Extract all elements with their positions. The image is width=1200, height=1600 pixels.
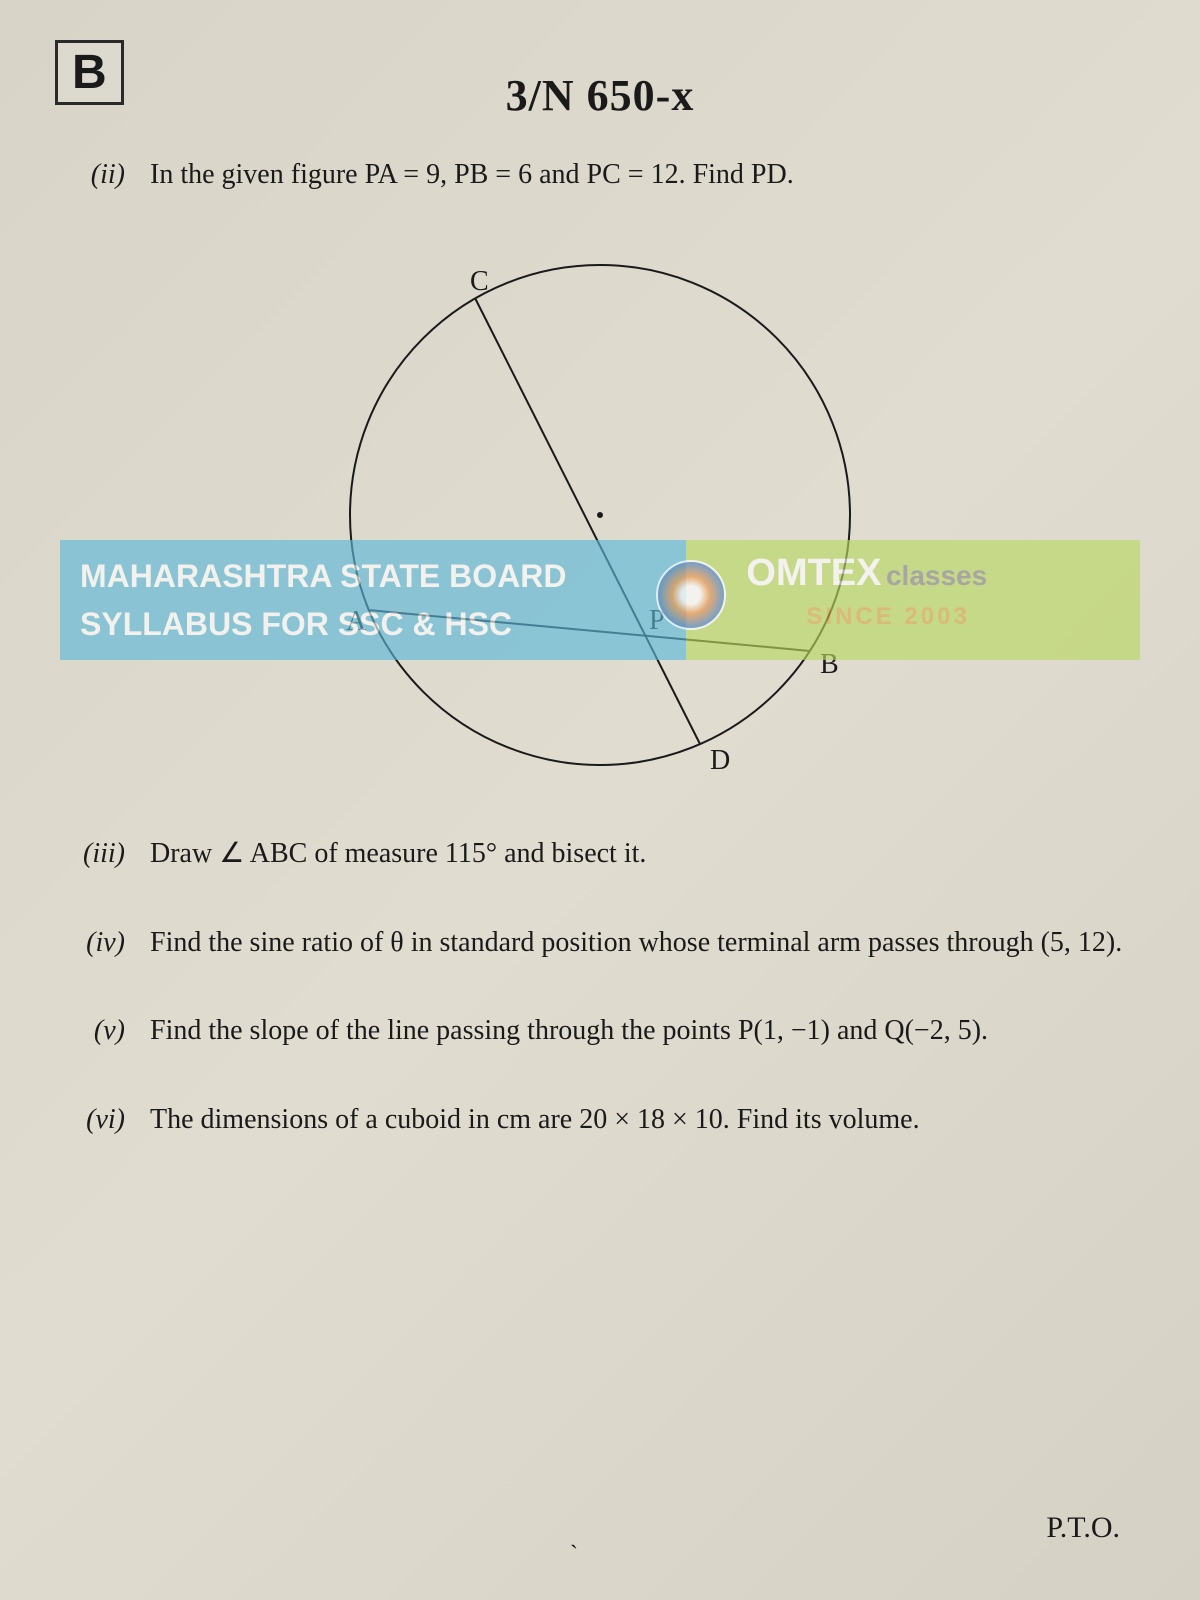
watermark-banner: MAHARASHTRA STATE BOARD SYLLABUS FOR SSC… — [60, 540, 1140, 660]
exam-page: B 3/N 650-x (ii) In the given figure PA … — [0, 0, 1200, 1600]
pto-label: P.T.O. — [1046, 1511, 1120, 1545]
geometry-figure: CDABP — [60, 235, 1140, 795]
question-number: (vi) — [60, 1091, 150, 1150]
watermark-line1: MAHARASHTRA STATE BOARD — [80, 552, 666, 600]
watermark-line2: SYLLABUS FOR SSC & HSC — [80, 600, 666, 648]
question-number: (iii) — [60, 825, 150, 884]
question-text: The dimensions of a cuboid in cm are 20 … — [150, 1091, 1140, 1150]
circle-chords-diagram: CDABP — [300, 235, 900, 795]
question-text: Find the sine ratio of θ in standard pos… — [150, 914, 1140, 973]
svg-text:D: D — [710, 745, 730, 776]
question-number: (iv) — [60, 914, 150, 973]
question-number: (ii) — [60, 146, 150, 205]
question-text: Find the slope of the line passing throu… — [150, 1002, 1140, 1061]
paper-code: 3/N 650-x — [60, 70, 1140, 121]
question-text: In the given figure PA = 9, PB = 6 and P… — [150, 146, 1140, 205]
question-iii: (iii) Draw ∠ ABC of measure 115° and bis… — [60, 825, 1140, 884]
question-vi: (vi) The dimensions of a cuboid in cm ar… — [60, 1091, 1140, 1150]
watermark-right: OMTEX classes SINCE 2003 — [686, 540, 1140, 660]
watermark-left: MAHARASHTRA STATE BOARD SYLLABUS FOR SSC… — [60, 540, 686, 660]
watermark-since: SINCE 2003 — [806, 603, 1120, 631]
question-v: (v) Find the slope of the line passing t… — [60, 1002, 1140, 1061]
section-letter-box: B — [55, 40, 124, 105]
watermark-brand2: classes — [886, 560, 987, 591]
question-text: Draw ∠ ABC of measure 115° and bisect it… — [150, 825, 1140, 884]
watermark-brand: OMTEX — [746, 552, 881, 594]
page-mark: ˏ — [570, 1523, 578, 1550]
omtex-logo-icon — [656, 560, 726, 630]
question-iv: (iv) Find the sine ratio of θ in standar… — [60, 914, 1140, 973]
svg-text:C: C — [470, 266, 489, 297]
question-ii: (ii) In the given figure PA = 9, PB = 6 … — [60, 146, 1140, 205]
question-number: (v) — [60, 1002, 150, 1061]
